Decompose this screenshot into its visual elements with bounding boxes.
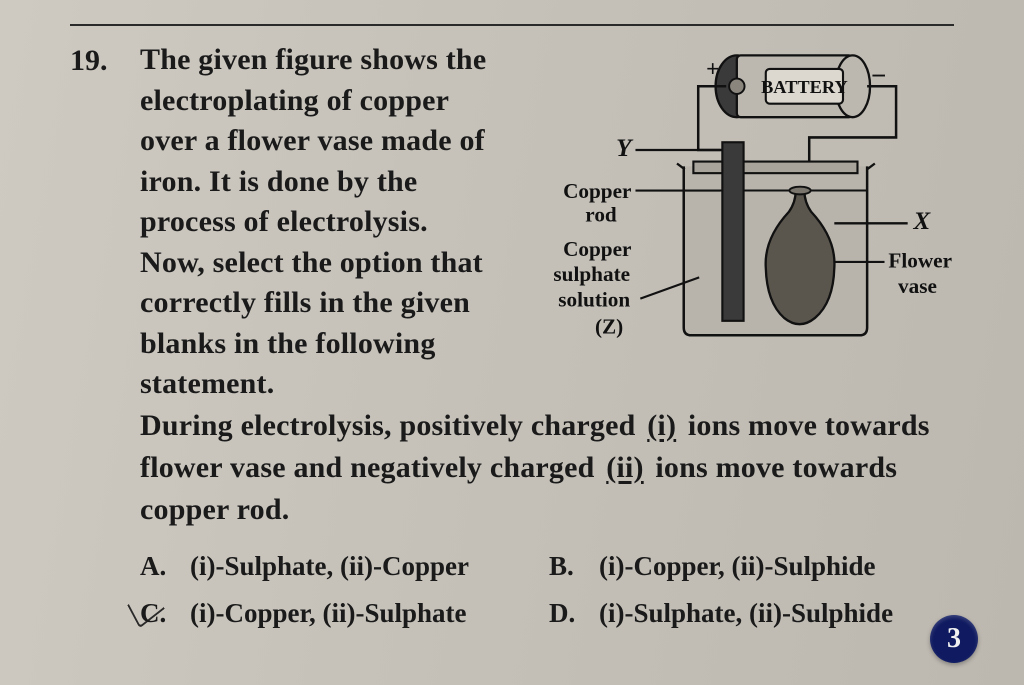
question-body: The given figure shows the electroplatin… [140,40,954,635]
option-A-text: (i)-Sulphate, (ii)-Copper [190,545,469,588]
label-vase-1: Flower [888,249,952,273]
options-grid: A. (i)-Sulphate, (ii)-Copper B. (i)-Copp… [140,545,954,635]
question-number: 19. [70,40,140,78]
blank-i: (i) [647,409,676,442]
option-A[interactable]: A. (i)-Sulphate, (ii)-Copper [140,545,545,588]
page-number: 3 [947,623,961,655]
option-B[interactable]: B. (i)-Copper, (ii)-Sulphide [549,545,954,588]
question-row: 19. The given figure shows the electropl… [70,40,954,635]
label-solution-2: sulphate [553,262,630,286]
stem-and-diagram: The given figure shows the electroplatin… [140,40,954,405]
label-vase-2: vase [898,274,937,298]
page: 19. The given figure shows the electropl… [0,0,1024,685]
vase-mouth [789,187,810,195]
option-D-letter: D. [549,592,589,635]
label-Z: (Z) [595,314,623,338]
label-X: X [912,208,931,235]
battery-group: BATTERY + − [706,55,886,117]
copper-rod [722,142,743,321]
label-copper-rod-1: Copper [563,179,631,203]
electroplating-diagram: BATTERY + − [510,40,954,370]
top-rule [70,24,954,26]
option-D[interactable]: D. (i)-Sulphate, (ii)-Sulphide [549,592,954,635]
beaker-rim [693,162,857,174]
question-continuation: During electrolysis, positively charged … [140,405,954,531]
label-copper-rod-2: rod [585,202,617,226]
option-A-letter: A. [140,545,180,588]
battery-label: BATTERY [761,77,848,97]
plus-label: + [706,57,719,83]
option-D-text: (i)-Sulphate, (ii)-Sulphide [599,592,893,635]
rod-body [722,142,743,321]
diagram-svg: BATTERY + − [510,40,954,370]
option-B-letter: B. [549,545,589,588]
cont-prefix: During electrolysis, positively charged [140,409,643,442]
question-stem: The given figure shows the electroplatin… [140,40,500,405]
label-solution-1: Copper [563,237,631,261]
blank-ii: (ii) [606,451,643,484]
option-B-text: (i)-Copper, (ii)-Sulphide [599,545,876,588]
option-C[interactable]: C. (i)-Copper, (ii)-Sulphate [140,592,545,635]
option-C-text: (i)-Copper, (ii)-Sulphate [190,592,467,635]
option-C-letter: C. [140,592,180,635]
label-solution-3: solution [558,287,630,311]
page-number-badge: 3 [930,615,978,663]
battery-terminal-pos [729,79,744,94]
label-Y: Y [616,135,634,162]
